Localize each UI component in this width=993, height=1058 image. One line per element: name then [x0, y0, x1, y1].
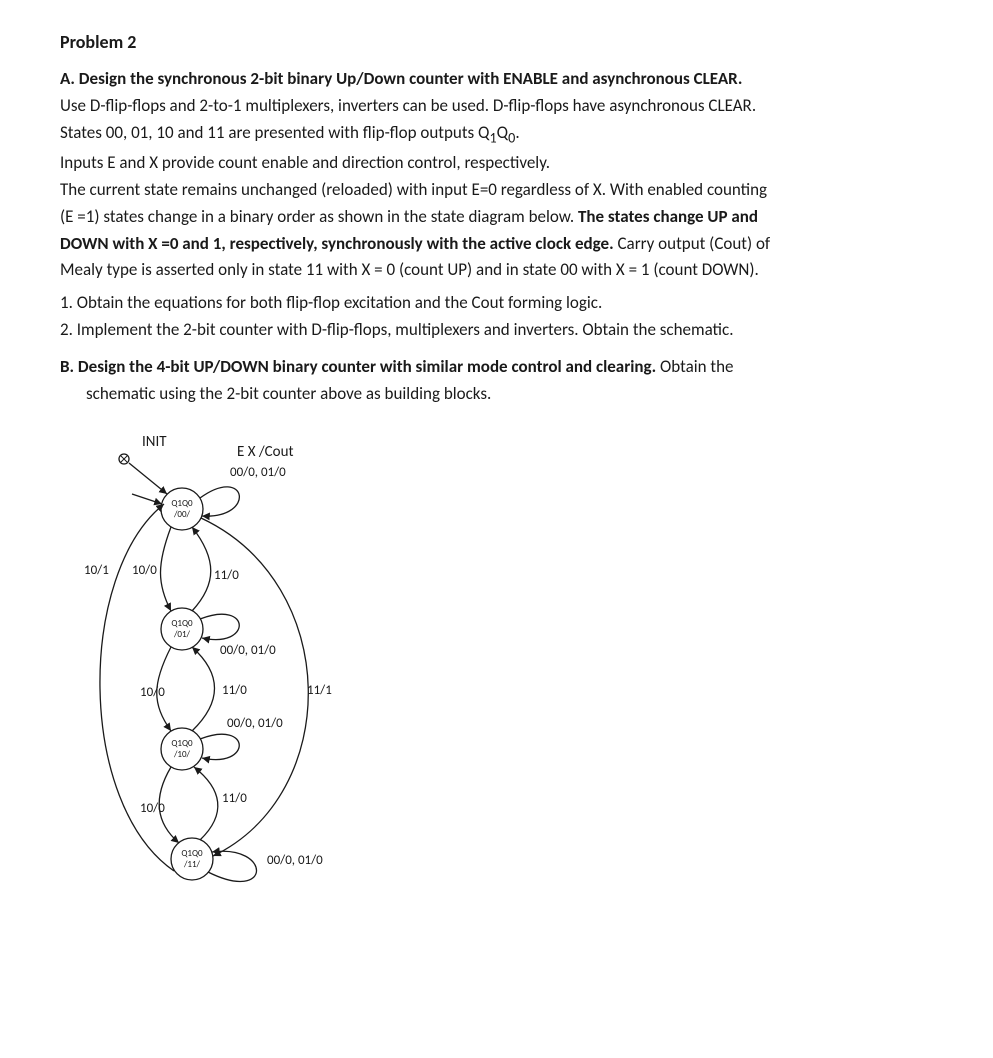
edge-11-10	[194, 767, 218, 840]
edge-10-11-label: 10/0	[140, 801, 165, 816]
edge-01-00-label: 11/0	[214, 568, 239, 583]
pa-l2a: States 00, 01, 10 and 11 are presented w…	[60, 122, 489, 143]
selfloop-10-label: 00/0, 01/0	[227, 716, 283, 731]
selfloop-10	[200, 734, 239, 759]
pa-line3: Inputs E and X provide count enable and …	[60, 152, 933, 175]
pa-l5a: (E =1) states change in a binary order a…	[60, 206, 578, 227]
pb-l1a: B. Design the 4-bit UP/DOWN binary count…	[60, 356, 656, 377]
pa-l2c: .	[515, 122, 519, 143]
svg-text:/11/: /11/	[183, 859, 201, 870]
edge-00-01	[161, 527, 172, 611]
svg-text:/00/: /00/	[173, 509, 191, 520]
pa-l6a: DOWN with X =0 and 1, respectively, sync…	[60, 233, 617, 254]
pb-l2: schematic using the 2-bit counter above …	[86, 383, 933, 406]
edge-11-10-label: 11/0	[222, 791, 247, 806]
pa-line7: Mealy type is asserted only in state 11 …	[60, 259, 933, 282]
pa-line4: The current state remains unchanged (rel…	[60, 179, 933, 202]
list-item-1: 1. Obtain the equations for both flip-fl…	[86, 292, 933, 315]
part-a-block: A. Design the synchronous 2-bit binary U…	[60, 68, 933, 282]
part-b-block: B. Design the 4-bit UP/DOWN binary count…	[60, 356, 933, 406]
pb-l1b: Obtain the	[656, 356, 733, 377]
page: Problem 2 A. Design the synchronous 2-bi…	[0, 0, 993, 944]
svg-text:/01/: /01/	[173, 629, 191, 640]
sub1: 1	[489, 130, 496, 147]
svg-text:/10/: /10/	[173, 749, 191, 760]
state-01: Q1Q0 /01/	[161, 608, 203, 650]
init-arrow2	[132, 494, 162, 504]
header-label: E X /Cout	[237, 443, 294, 461]
state-11: Q1Q0 /11/	[171, 838, 213, 880]
svg-text:Q1Q0: Q1Q0	[171, 498, 193, 509]
edge-10-01-label: 11/0	[222, 683, 247, 698]
edge-00-11-wrap-label: 11/1	[307, 683, 332, 698]
numbered-list: 1. Obtain the equations for both flip-fl…	[60, 292, 933, 342]
state-00: Q1Q0 /00/	[161, 488, 203, 530]
state-diagram-svg: INIT E X /Cout Q1Q0 /00/ Q1Q0 /01/ Q1Q0	[72, 424, 412, 904]
list-item-2: 2. Implement the 2-bit counter with D-fl…	[86, 319, 933, 342]
svg-text:Q1Q0: Q1Q0	[171, 738, 193, 749]
selfloop-01-label: 00/0, 01/0	[220, 643, 276, 658]
init-label: INIT	[142, 433, 167, 451]
state-diagram: INIT E X /Cout Q1Q0 /00/ Q1Q0 /01/ Q1Q0	[72, 424, 412, 904]
pa-line5: (E =1) states change in a binary order a…	[60, 206, 933, 229]
edge-00-01-label: 10/0	[132, 563, 157, 578]
selfloop-00-label: 00/0, 01/0	[230, 465, 286, 480]
edge-01-10-label: 10/0	[140, 685, 165, 700]
selfloop-00	[200, 487, 239, 516]
pa-l6b: Carry output (Cout) of	[617, 233, 770, 254]
edge-01-00	[192, 527, 211, 611]
part-a-heading: A. Design the synchronous 2-bit binary U…	[60, 68, 933, 91]
selfloop-11-label: 00/0, 01/0	[267, 853, 323, 868]
pa-line2: States 00, 01, 10 and 11 are presented w…	[60, 122, 933, 148]
svg-text:Q1Q0: Q1Q0	[171, 618, 193, 629]
pa-l5b: The states change UP and	[578, 206, 758, 227]
edge-10-01	[192, 647, 215, 731]
init-arrow	[129, 463, 167, 494]
pa-line1: Use D-flip-flops and 2-to-1 multiplexers…	[60, 95, 933, 118]
state-10: Q1Q0 /10/	[161, 728, 203, 770]
pa-line6: DOWN with X =0 and 1, respectively, sync…	[60, 233, 933, 256]
selfloop-01	[200, 614, 239, 639]
pb-l1: B. Design the 4-bit UP/DOWN binary count…	[86, 356, 933, 379]
svg-text:Q1Q0: Q1Q0	[181, 848, 203, 859]
problem-title: Problem 2	[60, 30, 933, 54]
selfloop-11	[208, 851, 257, 881]
pa-l2b: Q	[497, 122, 508, 143]
edge-11-00-wrap-label: 10/1	[84, 563, 109, 578]
